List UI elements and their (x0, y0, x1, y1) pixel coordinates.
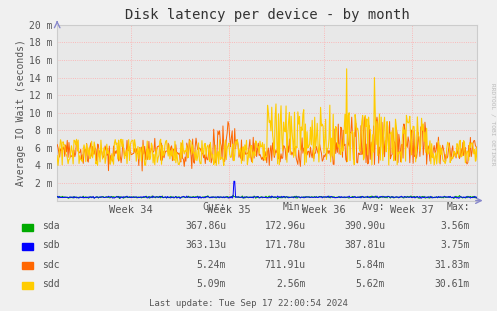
Text: 367.86u: 367.86u (185, 221, 226, 231)
Text: 5.24m: 5.24m (197, 260, 226, 270)
Y-axis label: Average IO Wait (seconds): Average IO Wait (seconds) (16, 39, 26, 186)
Text: 5.09m: 5.09m (197, 279, 226, 289)
Text: 172.96u: 172.96u (264, 221, 306, 231)
Text: sdd: sdd (42, 279, 60, 289)
Text: 3.56m: 3.56m (440, 221, 470, 231)
Text: Min:: Min: (282, 202, 306, 212)
Title: Disk latency per device - by month: Disk latency per device - by month (125, 8, 410, 22)
Text: Cur:: Cur: (203, 202, 226, 212)
Text: Last update: Tue Sep 17 22:00:54 2024: Last update: Tue Sep 17 22:00:54 2024 (149, 299, 348, 308)
Text: 171.78u: 171.78u (264, 240, 306, 250)
Text: 390.90u: 390.90u (344, 221, 385, 231)
Text: sda: sda (42, 221, 60, 231)
Text: sdb: sdb (42, 240, 60, 250)
Text: RRDTOOL / TOBI OETIKER: RRDTOOL / TOBI OETIKER (491, 83, 496, 166)
Text: 711.91u: 711.91u (264, 260, 306, 270)
Text: 5.62m: 5.62m (356, 279, 385, 289)
Text: Avg:: Avg: (362, 202, 385, 212)
Text: 5.84m: 5.84m (356, 260, 385, 270)
Text: 3.75m: 3.75m (440, 240, 470, 250)
Text: 363.13u: 363.13u (185, 240, 226, 250)
Text: 31.83m: 31.83m (434, 260, 470, 270)
Text: Max:: Max: (446, 202, 470, 212)
Text: 2.56m: 2.56m (276, 279, 306, 289)
Text: 30.61m: 30.61m (434, 279, 470, 289)
Text: 387.81u: 387.81u (344, 240, 385, 250)
Text: sdc: sdc (42, 260, 60, 270)
